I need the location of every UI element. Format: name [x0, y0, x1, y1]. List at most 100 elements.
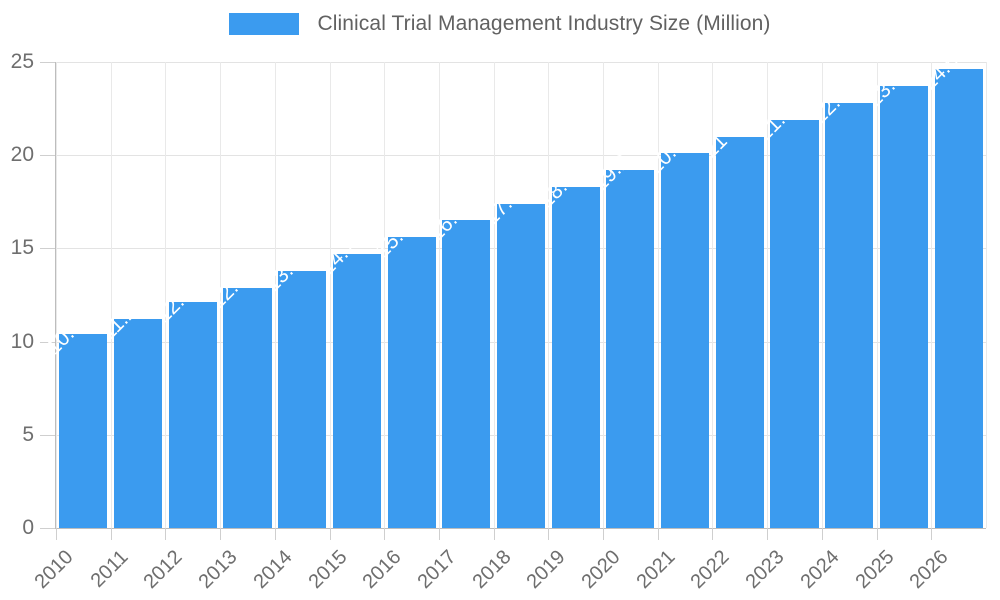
gridline-vertical — [548, 62, 550, 528]
bar-column[interactable]: 21 — [699, 62, 767, 528]
x-axis-tick — [821, 528, 823, 540]
x-axis-tick-label: 2018 — [468, 546, 516, 594]
y-axis-tick — [40, 62, 56, 63]
y-axis-tick-label: 5 — [22, 422, 34, 446]
bar[interactable] — [387, 237, 436, 528]
bar-column[interactable]: 12.1 — [152, 62, 220, 528]
gridline-vertical — [712, 62, 714, 528]
y-axis-tick-label: 15 — [10, 236, 34, 260]
bar[interactable] — [168, 302, 217, 528]
x-axis-tick — [548, 528, 550, 540]
bar-column[interactable]: 17.4 — [480, 62, 549, 528]
x-axis-tick-label: 2025 — [851, 546, 899, 594]
x-axis-tick-label: 2017 — [413, 546, 461, 594]
gridline-vertical — [165, 62, 167, 528]
y-axis-tick-label: 25 — [10, 50, 34, 73]
bar-column[interactable]: 16.5 — [425, 62, 494, 528]
bar[interactable] — [606, 170, 655, 528]
bar[interactable] — [715, 136, 764, 528]
x-axis-tick-label: 2015 — [304, 546, 352, 594]
gridline-vertical — [329, 62, 331, 528]
gridline-vertical — [821, 62, 823, 528]
bar-column[interactable]: 19.2 — [589, 62, 658, 528]
gridline-vertical — [603, 62, 605, 528]
y-axis-tick — [40, 341, 56, 343]
gridline-vertical — [493, 62, 495, 528]
bar-column[interactable]: 21.9 — [753, 62, 822, 528]
x-axis-tick — [712, 528, 714, 540]
bar[interactable] — [879, 86, 928, 528]
x-axis-tick-label: 2016 — [358, 546, 406, 594]
bar[interactable] — [442, 220, 491, 528]
bar[interactable] — [59, 334, 108, 528]
x-axis-tick — [110, 528, 112, 540]
bar[interactable] — [551, 186, 600, 528]
y-axis-line — [55, 62, 56, 528]
gridline-vertical — [56, 62, 57, 528]
x-axis-tick — [274, 528, 276, 540]
y-axis-tick — [40, 434, 56, 436]
gridline-vertical — [657, 62, 659, 528]
x-axis-tick — [384, 528, 386, 540]
y-axis-tick — [40, 155, 56, 157]
x-axis-tick-label: 2022 — [687, 546, 735, 594]
gridline-vertical — [931, 62, 933, 528]
bar[interactable] — [496, 203, 546, 528]
bar[interactable] — [825, 103, 874, 528]
bar-column[interactable]: 24.6 — [918, 50, 986, 528]
x-axis-tick — [876, 528, 878, 540]
bar[interactable] — [934, 69, 983, 528]
y-axis-tick-label: 10 — [10, 329, 34, 353]
x-axis-tick-label: 2014 — [249, 546, 297, 594]
gridline-horizontal — [56, 155, 986, 157]
x-axis-tick-label: 2020 — [577, 546, 625, 594]
y-axis-tick — [40, 248, 56, 250]
legend-item-series-0[interactable]: Clinical Trial Management Industry Size … — [229, 12, 770, 36]
x-axis-tick-label: 2023 — [741, 546, 789, 594]
bar-column[interactable]: 15.6 — [371, 62, 439, 528]
y-axis-tick — [40, 528, 56, 529]
x-axis-tick — [767, 528, 769, 540]
gridline-vertical — [274, 62, 276, 528]
gridline-vertical — [384, 62, 386, 528]
gridline-horizontal — [56, 62, 986, 63]
bar-column[interactable]: 14.7 — [316, 62, 385, 528]
x-axis-tick-label: 2010 — [30, 546, 78, 594]
bar-column[interactable]: 23.7 — [863, 62, 932, 528]
bar-column[interactable]: 20.1 — [644, 62, 713, 528]
bar-column[interactable]: 18.3 — [535, 62, 603, 528]
bar-column[interactable]: 12.9 — [206, 62, 275, 528]
bar[interactable] — [113, 319, 163, 528]
bar[interactable] — [661, 153, 710, 528]
x-axis-tick-label: 2019 — [522, 546, 570, 594]
bar-series: 10.4 11.2 12.1 12.9 13.8 14.7 15.6 16.5 17.4 18.3… — [42, 50, 986, 528]
legend-label: Clinical Trial Management Industry Size … — [317, 12, 771, 35]
x-axis-tick — [56, 528, 57, 540]
gridline-vertical — [767, 62, 769, 528]
x-axis-tick-label: 2011 — [86, 546, 133, 592]
bar-column[interactable]: 13.8 — [261, 62, 330, 528]
bar[interactable] — [770, 119, 819, 528]
plot-area: 10.4 11.2 12.1 12.9 13.8 14.7 15.6 16.5 17.4 18.3… — [42, 50, 987, 529]
x-axis-tick — [493, 528, 495, 540]
bar-column[interactable]: 22.8 — [808, 62, 877, 528]
chart-legend: Clinical Trial Management Industry Size … — [0, 0, 1000, 48]
legend-color-swatch-icon — [229, 13, 300, 35]
x-axis-tick — [220, 528, 222, 540]
x-axis-tick-label: 2012 — [139, 546, 187, 594]
gridline-vertical — [438, 62, 440, 528]
bar[interactable] — [332, 254, 381, 528]
bar[interactable] — [278, 270, 327, 528]
x-axis-line — [55, 528, 986, 529]
gridline-vertical — [986, 62, 987, 528]
x-axis-tick — [329, 528, 331, 540]
x-axis-tick — [931, 528, 933, 540]
bar-column[interactable]: 11.2 — [97, 62, 166, 528]
x-axis-tick-label: 2021 — [632, 546, 680, 594]
bar[interactable] — [223, 287, 272, 528]
x-axis-tick — [657, 528, 659, 540]
bar-column[interactable]: 10.4 — [42, 62, 111, 528]
x-axis-tick — [438, 528, 440, 540]
gridline-vertical — [220, 62, 222, 528]
